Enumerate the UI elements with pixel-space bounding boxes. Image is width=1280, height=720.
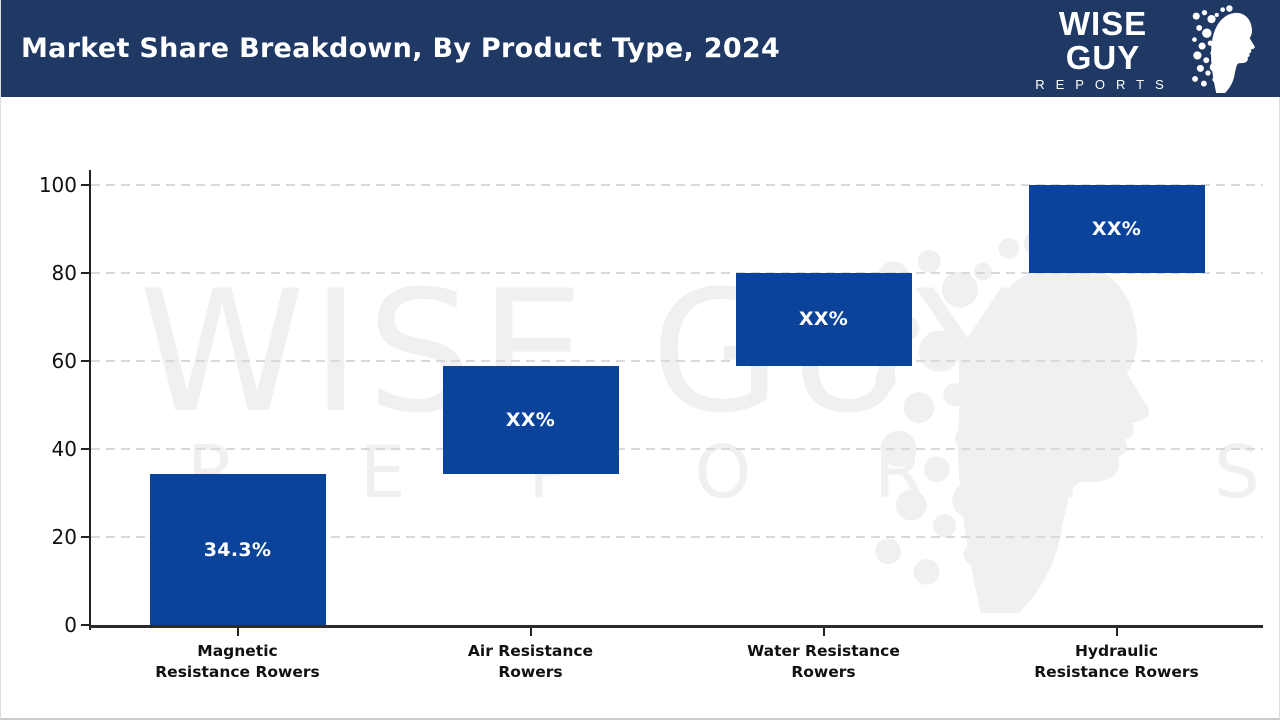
- header-bar: Market Share Breakdown, By Product Type,…: [1, 0, 1280, 97]
- gridline: [91, 272, 1263, 274]
- logo-subtitle: REPORTS: [1035, 76, 1175, 92]
- category-label-line: Resistance Rowers: [1034, 663, 1199, 681]
- chart-plot-area: 0 20 40 60 80 100 34.3% Magnetic Resistance Rowe…: [39, 170, 1263, 681]
- category-label-line: Rowers: [498, 663, 563, 681]
- logo-wordmark: WISE GUY: [1058, 4, 1148, 76]
- bar-value-label: 34.3%: [203, 538, 272, 561]
- y-tick-label: 80: [51, 261, 77, 285]
- bar-value-label: XX%: [505, 408, 556, 431]
- y-axis-tick: [81, 448, 89, 450]
- y-axis-tick: [81, 360, 89, 362]
- category-label-line: Resistance Rowers: [155, 663, 320, 681]
- bar-segment: XX%: [1028, 185, 1205, 273]
- logo-text: WISE GUY REPORTS: [1017, 4, 1189, 92]
- bar-value-label: XX%: [798, 308, 849, 331]
- category-label: Air Resistance Rowers: [401, 641, 661, 683]
- category-label-line: Hydraulic: [1074, 642, 1159, 660]
- y-tick-label: 100: [38, 173, 77, 197]
- y-tick-label: 0: [64, 613, 77, 637]
- gridline: [91, 448, 1263, 450]
- x-axis-tick: [822, 628, 825, 636]
- bar-value-label: XX%: [1091, 218, 1142, 240]
- bar-segment: XX%: [442, 365, 619, 475]
- logo-face-icon: [1192, 5, 1255, 93]
- gridline: [91, 184, 1263, 186]
- y-axis-tick: [81, 624, 89, 626]
- x-axis-tick: [529, 628, 532, 636]
- y-tick-label: 60: [51, 349, 77, 373]
- x-axis-tick: [1115, 628, 1118, 636]
- x-axis-line: [89, 625, 1263, 628]
- y-axis-tick: [81, 536, 89, 538]
- y-tick-label: 20: [51, 525, 77, 549]
- y-axis-tick: [81, 272, 89, 274]
- category-label-line: Rowers: [791, 663, 856, 681]
- y-axis-tick: [81, 184, 89, 186]
- category-label: Magnetic Resistance Rowers: [108, 641, 368, 683]
- category-label-line: Magnetic: [197, 642, 278, 660]
- gridline: [91, 536, 1263, 538]
- category-label-line: Water Resistance: [747, 642, 900, 660]
- bar-segment: 34.3%: [149, 474, 326, 625]
- y-tick-label: 40: [51, 437, 77, 461]
- bar-segment: XX%: [735, 273, 912, 366]
- gridline: [91, 360, 1263, 362]
- category-label: Water Resistance Rowers: [694, 641, 954, 683]
- page-title: Market Share Breakdown, By Product Type,…: [21, 33, 781, 64]
- y-axis-line: [89, 170, 91, 630]
- wiseguy-logo: WISE GUY REPORTS: [1017, 4, 1267, 94]
- x-axis-tick: [236, 628, 239, 636]
- category-label-line: Air Resistance: [467, 642, 594, 660]
- category-label: Hydraulic Resistance Rowers: [987, 641, 1247, 683]
